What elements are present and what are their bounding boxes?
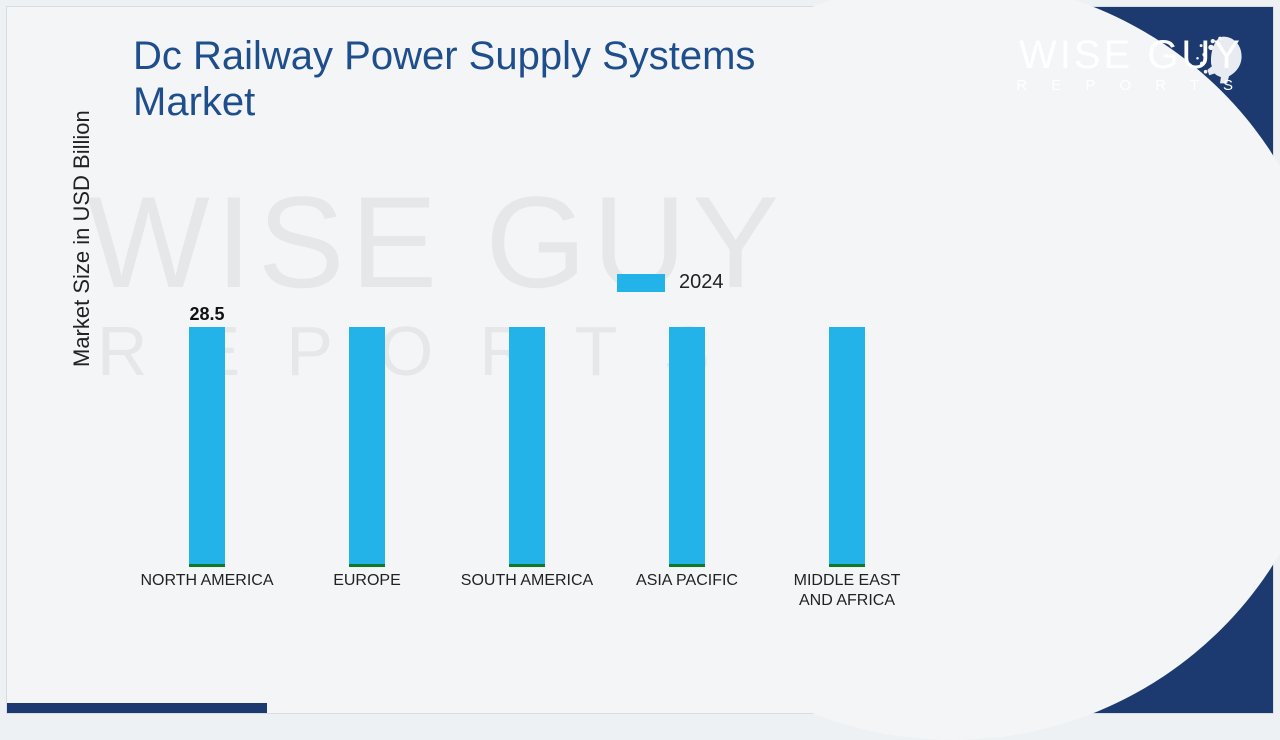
bar [509,327,545,567]
chart-area: 28.5 [127,307,927,567]
bars-container: 28.5 [127,307,927,567]
x-label: EUROPE [297,571,437,611]
y-axis-label: Market Size in USD Billion [69,110,95,367]
bar-group [777,305,917,567]
bar [349,327,385,567]
bar-group [297,305,437,567]
bar-value-label: 28.5 [189,304,224,325]
chart-title: Dc Railway Power Supply Systems Market [133,33,833,125]
x-axis-labels: NORTH AMERICA EUROPE SOUTH AMERICA ASIA … [127,571,927,611]
bar [829,327,865,567]
bar [189,327,225,567]
legend-swatch [617,274,665,292]
bar [669,327,705,567]
x-label: MIDDLE EAST AND AFRICA [777,571,917,611]
bar-group: 28.5 [137,304,277,567]
brand-logo: WISE GUY R E P O R T S [1016,35,1243,94]
legend-label: 2024 [679,271,724,294]
x-label: NORTH AMERICA [137,571,277,611]
bottom-accent-bar [7,703,267,713]
x-label: ASIA PACIFIC [617,571,757,611]
legend: 2024 [617,271,724,294]
brand-head-icon [1193,33,1247,87]
bar-group [457,305,597,567]
chart-frame: WISE GUY R E P O R T S WISE GUY REPORTS … [6,6,1274,714]
x-label: SOUTH AMERICA [457,571,597,611]
bar-group [617,305,757,567]
